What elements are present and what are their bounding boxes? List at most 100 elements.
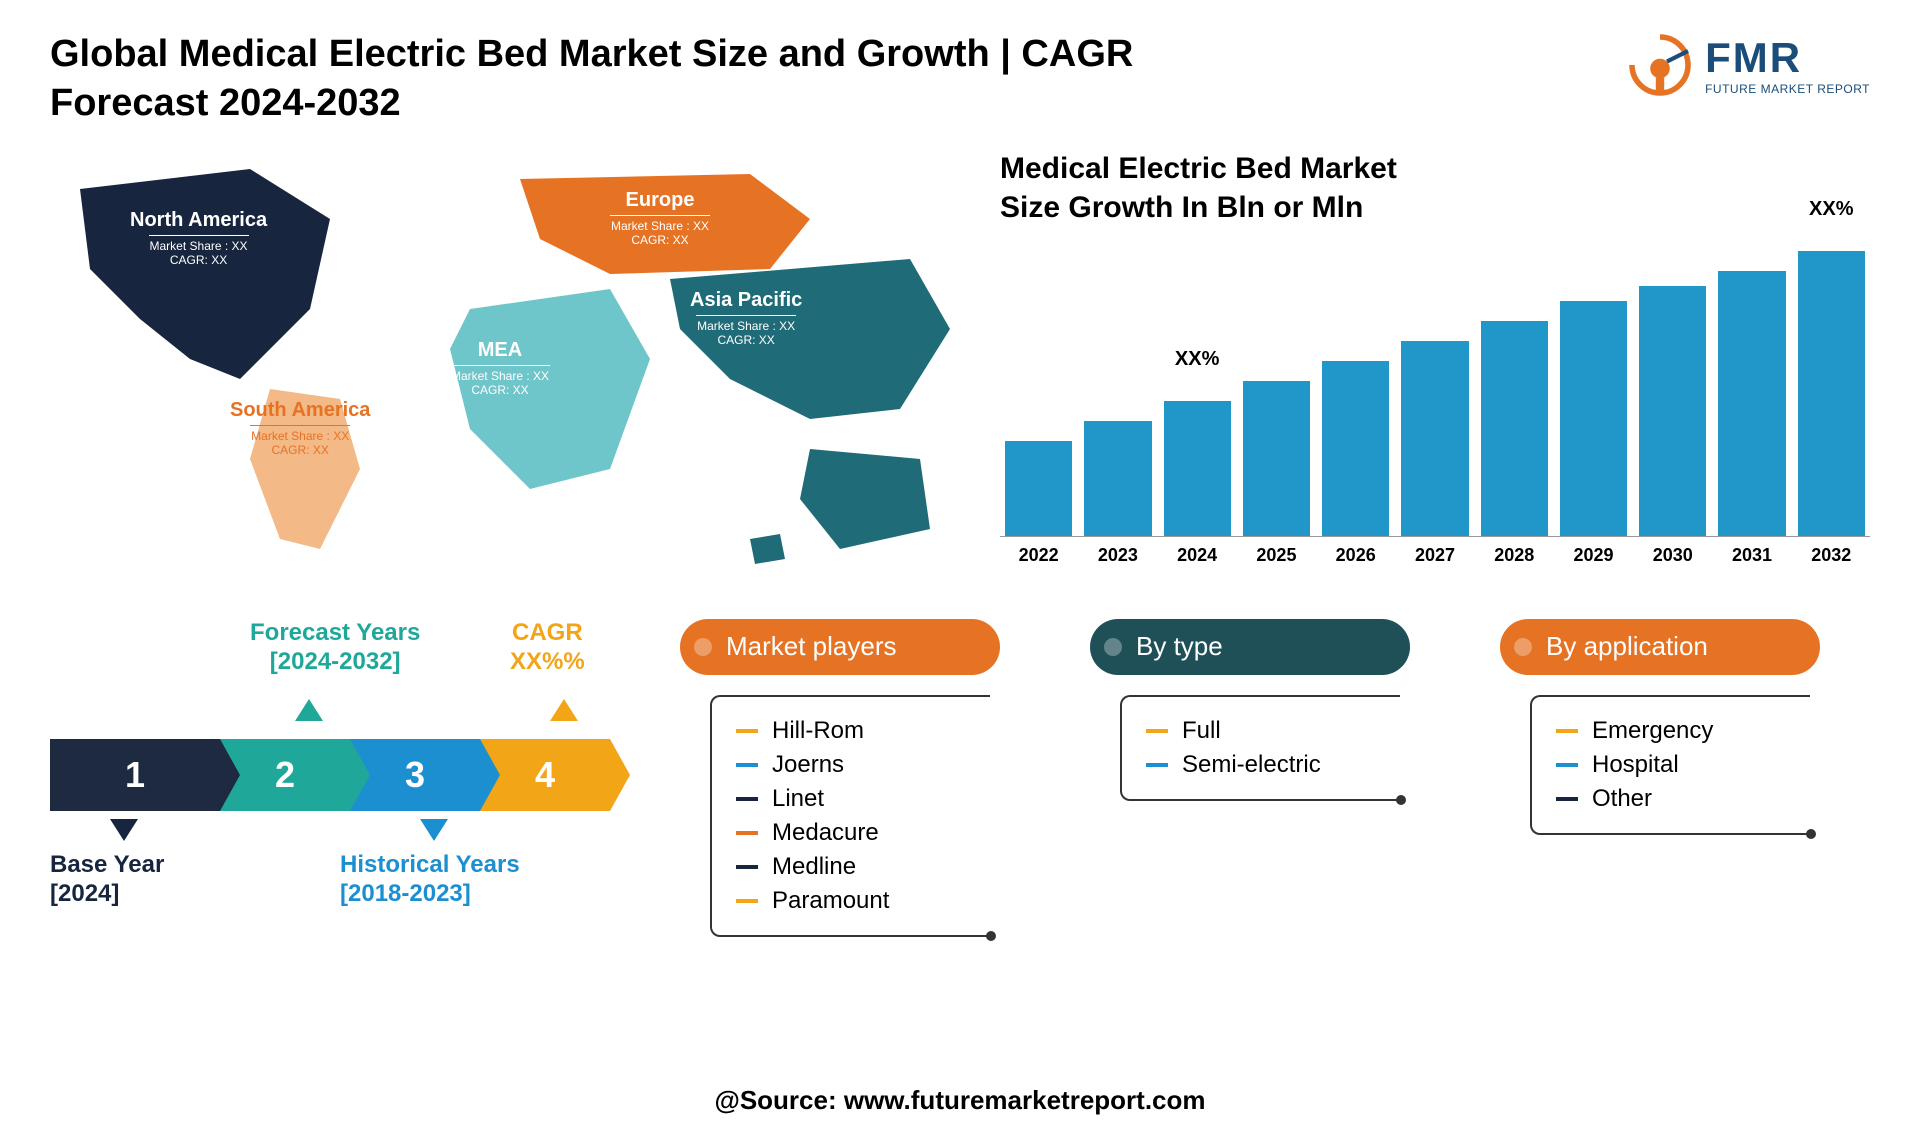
bar-annotation: XX% <box>1175 348 1219 371</box>
bar-2022 <box>1005 441 1072 536</box>
x-label: 2023 <box>1084 545 1151 566</box>
list-item: Medline <box>736 853 980 881</box>
list-item: Hospital <box>1556 751 1800 779</box>
region-north-america: North AmericaMarket Share : XXCAGR: XX <box>130 209 267 267</box>
item-label: Medacure <box>772 819 879 847</box>
item-list: Emergency Hospital Other <box>1530 695 1810 835</box>
x-label: 2031 <box>1718 545 1785 566</box>
region-south-america: South America Market Share : XXCAGR: XX <box>230 399 370 457</box>
region-share: Market Share : XX <box>230 429 370 443</box>
timeline-bar: 1234 <box>50 739 610 811</box>
chevron-right-icon <box>610 739 630 811</box>
growth-bar-chart: Medical Electric Bed Market Size Growth … <box>1000 149 1870 569</box>
page-title: Global Medical Electric Bed Market Size … <box>50 30 1300 129</box>
fmr-logo-icon <box>1625 30 1695 100</box>
forecast-label: Forecast Years [2024-2032] <box>250 619 420 677</box>
x-label: 2024 <box>1164 545 1231 566</box>
column-header: By application <box>1500 619 1820 675</box>
bottom-section: Forecast Years [2024-2032] CAGR XX%% 123… <box>50 619 1870 937</box>
world-map: North AmericaMarket Share : XXCAGR: XXSo… <box>50 149 980 569</box>
dash-icon <box>1146 763 1168 767</box>
bar <box>1243 381 1310 536</box>
region-name: Asia Pacific <box>690 289 802 312</box>
dash-icon <box>1146 729 1168 733</box>
header-text: Market players <box>726 631 897 662</box>
x-label: 2026 <box>1322 545 1389 566</box>
dash-icon <box>1556 763 1578 767</box>
base-label: Base Year [2024] <box>50 851 164 909</box>
bar-2032: XX% <box>1798 251 1865 536</box>
top-section: North AmericaMarket Share : XXCAGR: XXSo… <box>50 149 1870 569</box>
list-item: Emergency <box>1556 717 1800 745</box>
bar-2030 <box>1639 286 1706 536</box>
bar-2025 <box>1243 381 1310 536</box>
bar <box>1798 251 1865 536</box>
chevron-right-icon <box>350 739 370 811</box>
item-label: Semi-electric <box>1182 751 1321 779</box>
dash-icon <box>736 899 758 903</box>
region-name: North America <box>130 209 267 232</box>
list-item: Other <box>1556 785 1800 813</box>
triangle-down-icon <box>110 819 138 841</box>
cagr-title: CAGR <box>510 619 585 648</box>
dash-icon <box>736 831 758 835</box>
region-cagr: CAGR: XX <box>450 383 550 397</box>
list-item: Paramount <box>736 887 980 915</box>
region-europe: Europe Market Share : XXCAGR: XX <box>610 189 710 247</box>
column-by-application: By application Emergency Hospital Other <box>1500 619 1870 937</box>
item-label: Linet <box>772 785 824 813</box>
bar-2026 <box>1322 361 1389 536</box>
region-share: Market Share : XX <box>130 239 267 253</box>
bar-2027 <box>1401 341 1468 536</box>
region-asia-pacific: Asia PacificMarket Share : XXCAGR: XX <box>690 289 802 347</box>
chevron-right-icon <box>220 739 240 811</box>
column-header: Market players <box>680 619 1000 675</box>
bar <box>1164 401 1231 536</box>
base-range: [2024] <box>50 880 164 909</box>
region-cagr: CAGR: XX <box>610 233 710 247</box>
list-item: Joerns <box>736 751 980 779</box>
chevron-right-icon <box>480 739 500 811</box>
bar-annotation: XX% <box>1809 198 1853 221</box>
x-label: 2027 <box>1401 545 1468 566</box>
timeline: Forecast Years [2024-2032] CAGR XX%% 123… <box>50 619 640 919</box>
list-item: Linet <box>736 785 980 813</box>
item-label: Paramount <box>772 887 889 915</box>
logo-subtitle: FUTURE MARKET REPORT <box>1705 82 1870 96</box>
item-label: Other <box>1592 785 1652 813</box>
dot-icon <box>1104 638 1122 656</box>
cagr-range: XX%% <box>510 648 585 677</box>
region-share: Market Share : XX <box>610 219 710 233</box>
bar-2024: XX% <box>1164 401 1231 536</box>
x-label: 2028 <box>1481 545 1548 566</box>
source-attribution: @Source: www.futuremarketreport.com <box>0 1085 1920 1116</box>
logo: FMR FUTURE MARKET REPORT <box>1625 30 1870 100</box>
column-header: By type <box>1090 619 1410 675</box>
bar-2029 <box>1560 301 1627 536</box>
x-label: 2032 <box>1798 545 1865 566</box>
chart-title: Medical Electric Bed Market Size Growth … <box>1000 149 1400 227</box>
region-name: MEA <box>450 339 550 362</box>
timeline-segment-1: 1 <box>50 739 220 811</box>
triangle-up-icon <box>295 699 323 721</box>
list-item: Hill-Rom <box>736 717 980 745</box>
item-list: Hill-Rom Joerns Linet Medacure Medline Paramo… <box>710 695 990 937</box>
logo-name: FMR <box>1705 34 1870 82</box>
dash-icon <box>736 763 758 767</box>
item-label: Joerns <box>772 751 844 779</box>
dash-icon <box>1556 797 1578 801</box>
region-name: South America <box>230 399 370 422</box>
column-market-players: Market players Hill-Rom Joerns Linet Medacur… <box>680 619 1050 937</box>
dash-icon <box>736 729 758 733</box>
column-by-type: By typeFullSemi-electric <box>1090 619 1460 937</box>
base-title: Base Year <box>50 851 164 880</box>
region-cagr: CAGR: XX <box>690 333 802 347</box>
bar <box>1718 271 1785 536</box>
header: Global Medical Electric Bed Market Size … <box>50 30 1870 129</box>
header-text: By application <box>1546 631 1708 662</box>
bar-2031 <box>1718 271 1785 536</box>
region-cagr: CAGR: XX <box>230 443 370 457</box>
cagr-label: CAGR XX%% <box>510 619 585 677</box>
region-name: Europe <box>610 189 710 212</box>
dash-icon <box>736 865 758 869</box>
